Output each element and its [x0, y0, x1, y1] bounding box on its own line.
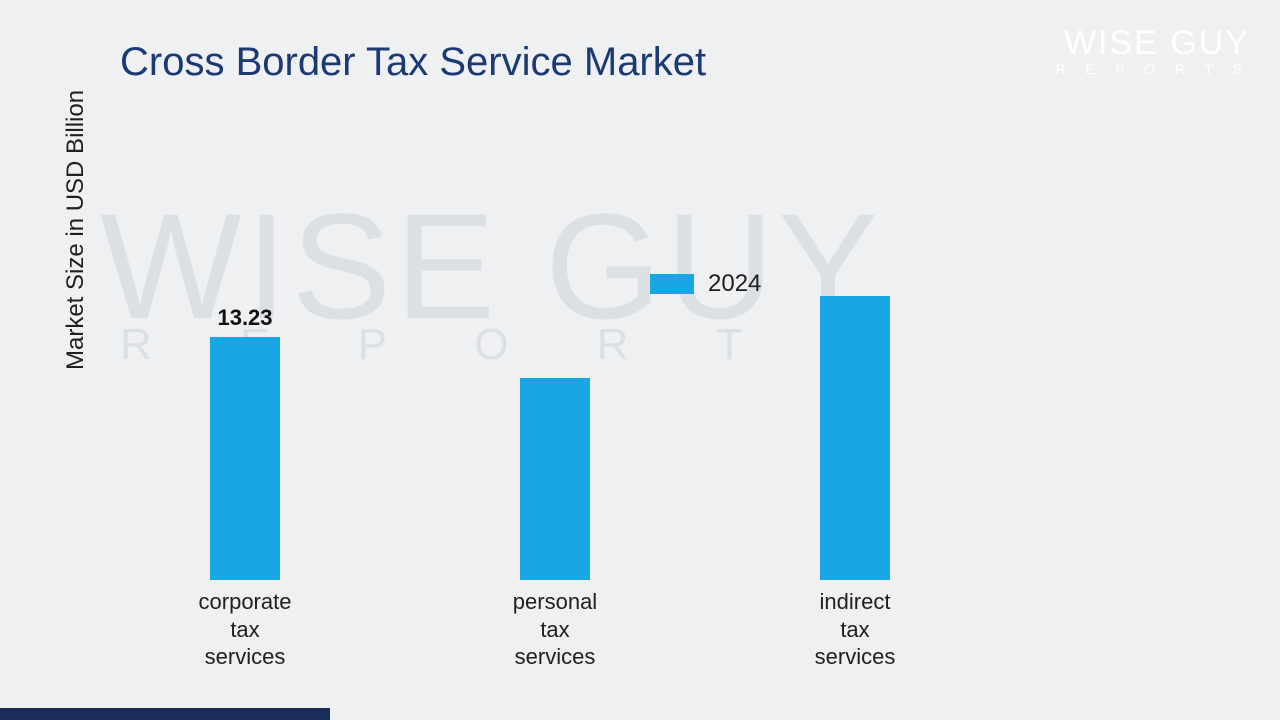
- stage: WISE GUY R E P O R T S Cross Border Tax …: [0, 0, 1280, 720]
- brand-line-1: WISE GUY: [1056, 26, 1250, 60]
- footer-accent-bar: [0, 708, 330, 720]
- bar-corporate: [210, 337, 280, 580]
- bar-indirect: [820, 296, 890, 580]
- bar-value-corporate: 13.23: [185, 305, 305, 331]
- x-label-personal: personaltaxservices: [475, 588, 635, 671]
- brand-line-2: R E P O R T S: [1056, 62, 1250, 76]
- x-label-corporate: corporatetaxservices: [165, 588, 325, 671]
- brand-logo: WISE GUY R E P O R T S: [1056, 26, 1250, 76]
- y-axis-label: Market Size in USD Billion: [62, 90, 90, 370]
- x-label-indirect: indirecttaxservices: [775, 588, 935, 671]
- bar-personal: [520, 378, 590, 580]
- page-title: Cross Border Tax Service Market: [120, 40, 706, 85]
- legend-label: 2024: [708, 270, 761, 298]
- legend: 2024: [650, 270, 761, 298]
- bar-chart: 2024 13.23: [120, 140, 980, 580]
- legend-swatch: [650, 274, 694, 294]
